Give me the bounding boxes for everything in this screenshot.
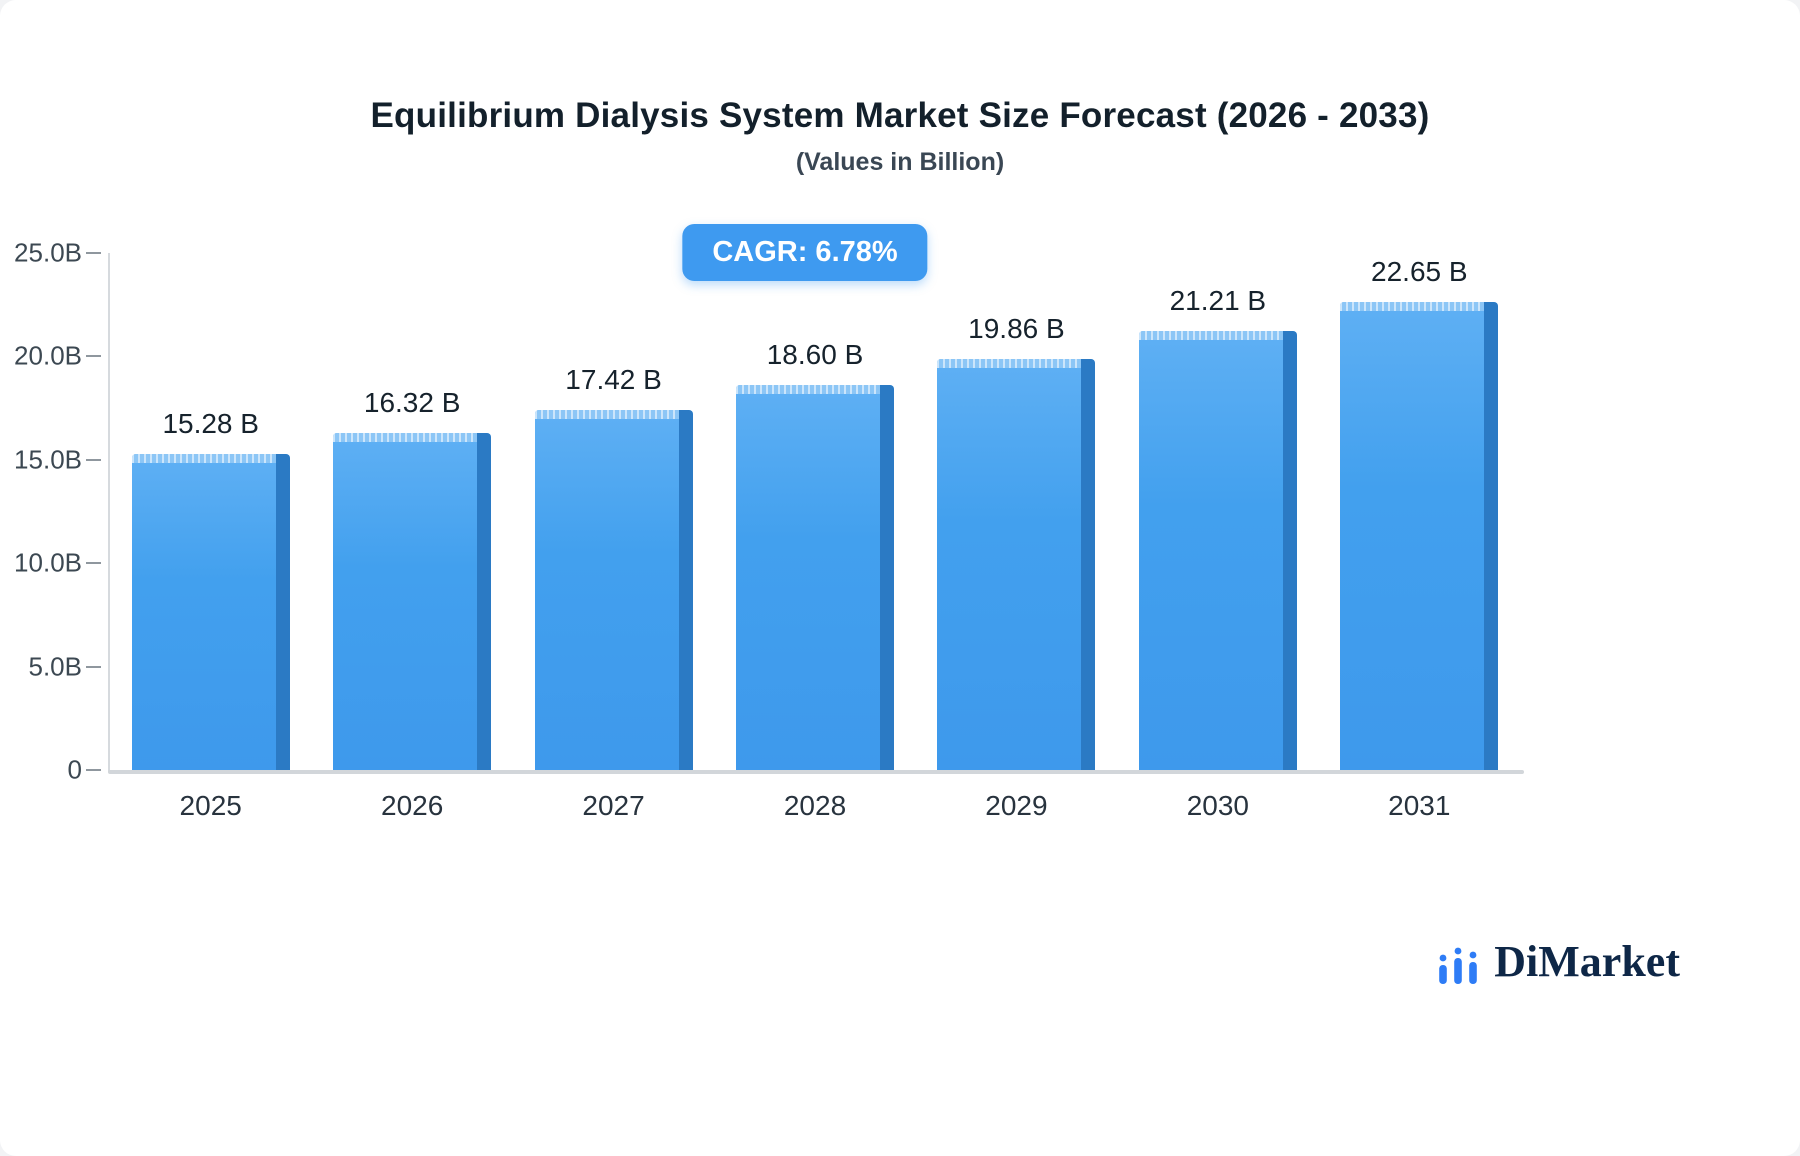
y-tick-label: 10.0B xyxy=(14,547,82,578)
x-tick-label: 2027 xyxy=(582,790,645,821)
bar-side-shade xyxy=(678,409,693,770)
bar-value-label: 22.65 B xyxy=(1371,255,1468,287)
y-tick-dash xyxy=(86,355,101,358)
y-tick-label: 0 xyxy=(67,754,82,785)
bar-top-edge xyxy=(1138,331,1283,341)
x-tick-label: 2025 xyxy=(179,790,242,821)
bar-side-shade xyxy=(275,454,290,770)
bar-side-shade xyxy=(880,385,894,770)
bar-value-label: 16.32 B xyxy=(363,386,461,418)
x-tick-label: 2030 xyxy=(1186,790,1249,821)
bar-value-label: 19.86 B xyxy=(968,313,1065,345)
chart-title: Equilibrium Dialysis System Market Size … xyxy=(370,96,1430,135)
bar-2027 xyxy=(534,409,693,770)
bar-side-shade xyxy=(1484,301,1499,770)
bar-2031 xyxy=(1340,301,1499,770)
bar-value-label: 17.42 B xyxy=(565,363,662,395)
bar-top-edge xyxy=(736,385,880,395)
x-tick-label: 2031 xyxy=(1388,790,1451,821)
x-axis-line xyxy=(108,770,1524,774)
bar-value-label: 21.21 B xyxy=(1169,285,1267,317)
bar-2028 xyxy=(736,385,894,770)
bar-2029 xyxy=(937,359,1096,770)
brand-logo: DiMarket xyxy=(1436,940,1680,984)
bar-side-shade xyxy=(477,432,492,770)
y-tick-dash xyxy=(86,458,101,461)
bar-chart-dots-icon xyxy=(1436,942,1482,984)
plot-area: 0 5.0B 10.0B 15.0B 20.0B 25.0B 15.28 B 2025 16.3… xyxy=(14,238,1524,821)
cagr-badge: CAGR: 6.78% xyxy=(682,224,928,281)
bar-top-edge xyxy=(534,409,679,419)
y-tick-label: 15.0B xyxy=(14,444,82,475)
bar-top-edge xyxy=(1340,301,1485,311)
bar-top-edge xyxy=(937,359,1082,369)
bar-value-label: 18.60 B xyxy=(766,339,864,371)
y-tick-dash xyxy=(86,769,101,771)
bar-side-shade xyxy=(1081,359,1096,770)
y-tick-label: 25.0B xyxy=(14,237,82,268)
bar-top-edge xyxy=(131,454,276,464)
y-axis-line xyxy=(108,253,110,772)
chart-subtitle: (Values in Billion) xyxy=(795,148,1005,176)
y-tick-dash xyxy=(86,562,101,565)
y-tick-dash xyxy=(86,252,101,254)
y-tick-label: 5.0B xyxy=(28,651,83,682)
bar-side-shade xyxy=(1282,331,1297,770)
bar-value-label: 15.28 B xyxy=(162,408,259,440)
brand-name: DiMarket xyxy=(1494,937,1680,986)
x-tick-label: 2026 xyxy=(380,790,444,821)
x-tick-label: 2028 xyxy=(783,790,847,821)
bar-top-edge xyxy=(333,432,478,442)
bar-2025 xyxy=(131,454,290,770)
y-tick-label: 20.0B xyxy=(14,340,82,371)
bar-2030 xyxy=(1138,331,1297,770)
x-tick-label: 2029 xyxy=(985,790,1048,821)
y-tick-dash xyxy=(86,665,101,668)
bar-2026 xyxy=(333,432,492,770)
